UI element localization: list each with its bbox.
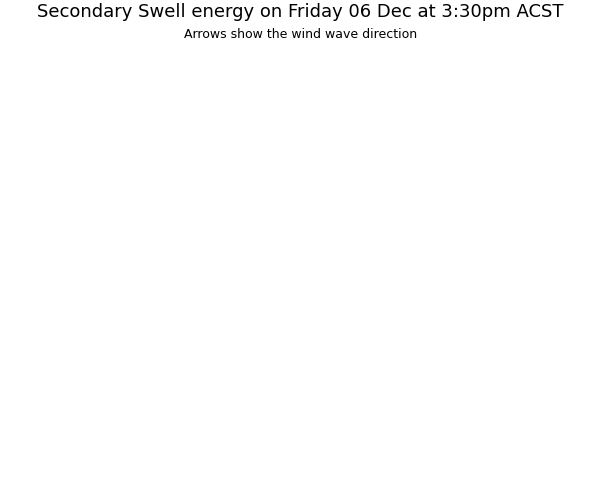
Text: Map requires cartopy: Map requires cartopy xyxy=(227,259,374,273)
Text: Arrows show the wind wave direction: Arrows show the wind wave direction xyxy=(184,28,417,41)
Text: Secondary Swell energy on Friday 06 Dec at 3:30pm ACST: Secondary Swell energy on Friday 06 Dec … xyxy=(37,3,564,21)
